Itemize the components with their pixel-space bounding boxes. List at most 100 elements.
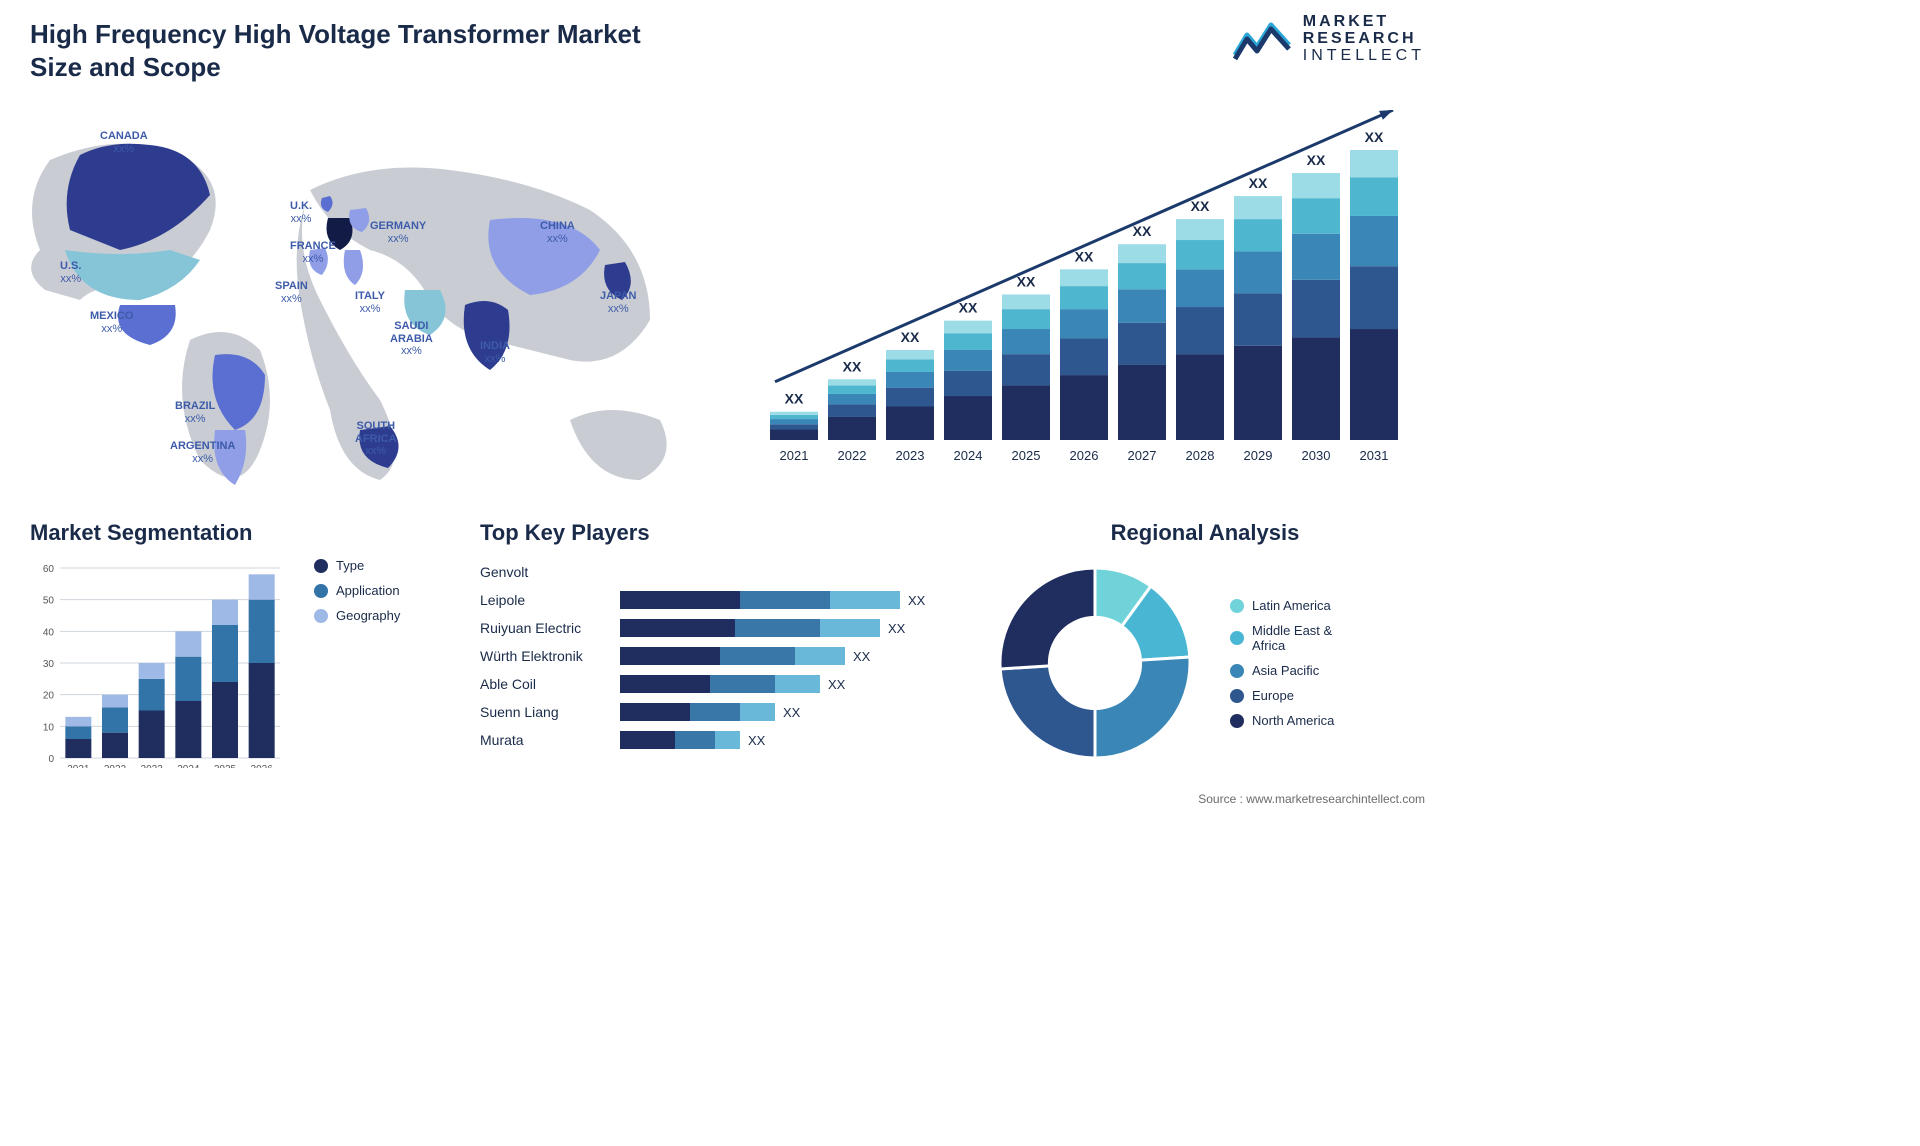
svg-text:2024: 2024 bbox=[177, 764, 200, 768]
map-label: ARGENTINAxx% bbox=[170, 440, 235, 465]
player-name: Able Coil bbox=[480, 676, 610, 692]
logo-line1: MARKET bbox=[1303, 14, 1425, 31]
svg-text:30: 30 bbox=[43, 659, 55, 670]
player-value: XX bbox=[748, 733, 765, 748]
player-name: Suenn Liang bbox=[480, 704, 610, 720]
player-row: Leipole XX bbox=[480, 586, 960, 614]
svg-text:XX: XX bbox=[1307, 152, 1326, 168]
logo-line3: INTELLECT bbox=[1303, 48, 1425, 65]
legend-item: Latin America bbox=[1230, 598, 1334, 613]
svg-text:2023: 2023 bbox=[896, 448, 925, 463]
svg-text:0: 0 bbox=[48, 754, 54, 765]
player-name: Würth Elektronik bbox=[480, 648, 610, 664]
growth-chart: XX 2021 XX 2022 XX 2023 XX 2024 XX 2025 XX 2026 XX 20… bbox=[730, 110, 1410, 480]
player-name: Ruiyuan Electric bbox=[480, 620, 610, 636]
player-value: XX bbox=[828, 677, 845, 692]
svg-text:XX: XX bbox=[1249, 175, 1268, 191]
svg-text:40: 40 bbox=[43, 627, 55, 638]
svg-text:2023: 2023 bbox=[141, 764, 164, 768]
player-bar bbox=[620, 647, 845, 665]
map-label: U.K.xx% bbox=[290, 200, 312, 225]
map-label: SOUTHAFRICAxx% bbox=[355, 420, 397, 458]
svg-text:XX: XX bbox=[1133, 223, 1152, 239]
segmentation-title: Market Segmentation bbox=[30, 520, 450, 546]
svg-text:XX: XX bbox=[1191, 198, 1210, 214]
svg-text:XX: XX bbox=[959, 300, 978, 316]
player-row: Suenn Liang XX bbox=[480, 698, 960, 726]
map-label: U.S.xx% bbox=[60, 260, 81, 285]
world-map-svg bbox=[10, 100, 690, 500]
svg-text:XX: XX bbox=[1017, 273, 1036, 289]
svg-text:2021: 2021 bbox=[67, 764, 90, 768]
player-value: XX bbox=[853, 649, 870, 664]
player-bar bbox=[620, 591, 900, 609]
world-map: CANADAxx% U.S.xx% MEXICOxx% BRAZILxx% ARGENT… bbox=[10, 100, 690, 500]
svg-text:2030: 2030 bbox=[1302, 448, 1331, 463]
map-label: SPAINxx% bbox=[275, 280, 308, 305]
svg-text:10: 10 bbox=[43, 722, 55, 733]
legend-item: Type bbox=[314, 558, 400, 573]
map-label: INDIAxx% bbox=[480, 340, 510, 365]
player-bar bbox=[620, 731, 740, 749]
svg-text:XX: XX bbox=[843, 358, 862, 374]
svg-text:2025: 2025 bbox=[214, 764, 237, 768]
page-title: High Frequency High Voltage Transformer … bbox=[30, 18, 670, 83]
player-value: XX bbox=[783, 705, 800, 720]
legend-item: Asia Pacific bbox=[1230, 663, 1334, 678]
map-label: ITALYxx% bbox=[355, 290, 385, 315]
player-row: Ruiyuan Electric XX bbox=[480, 614, 960, 642]
svg-text:2025: 2025 bbox=[1012, 448, 1041, 463]
segmentation-legend: Type Application Geography bbox=[314, 558, 400, 623]
svg-text:2021: 2021 bbox=[780, 448, 809, 463]
players-list: GenvoltLeipoleXXRuiyuan ElectricXXWürth … bbox=[480, 558, 960, 754]
svg-text:60: 60 bbox=[43, 564, 55, 575]
player-bar bbox=[620, 619, 880, 637]
player-name: Murata bbox=[480, 732, 610, 748]
players-title: Top Key Players bbox=[480, 520, 960, 546]
svg-text:XX: XX bbox=[785, 391, 804, 407]
brand-logo: MARKET RESEARCH INTELLECT bbox=[1233, 14, 1425, 64]
regional-donut-svg bbox=[990, 558, 1200, 768]
svg-text:20: 20 bbox=[43, 691, 55, 702]
legend-item: Middle East &Africa bbox=[1230, 623, 1334, 653]
map-label: MEXICOxx% bbox=[90, 310, 133, 335]
map-label: CHINAxx% bbox=[540, 220, 575, 245]
svg-text:2022: 2022 bbox=[838, 448, 867, 463]
legend-item: Geography bbox=[314, 608, 400, 623]
map-label: BRAZILxx% bbox=[175, 400, 215, 425]
player-value: XX bbox=[888, 621, 905, 636]
map-label: SAUDIARABIAxx% bbox=[390, 320, 433, 358]
player-value: XX bbox=[908, 593, 925, 608]
map-label: JAPANxx% bbox=[600, 290, 636, 315]
legend-item: North America bbox=[1230, 713, 1334, 728]
player-name: Leipole bbox=[480, 592, 610, 608]
player-bar bbox=[620, 675, 820, 693]
legend-item: Application bbox=[314, 583, 400, 598]
svg-text:2022: 2022 bbox=[104, 764, 127, 768]
player-row: Würth Elektronik XX bbox=[480, 642, 960, 670]
growth-chart-svg: XX 2021 XX 2022 XX 2023 XX 2024 XX 2025 XX 2026 XX 20… bbox=[730, 110, 1410, 480]
svg-text:XX: XX bbox=[1365, 129, 1384, 145]
svg-text:2026: 2026 bbox=[251, 764, 274, 768]
svg-text:2024: 2024 bbox=[954, 448, 983, 463]
player-bar bbox=[620, 703, 775, 721]
player-row: Able Coil XX bbox=[480, 670, 960, 698]
regional-panel: Regional Analysis Latin America Middle Ea… bbox=[990, 520, 1420, 780]
svg-text:2028: 2028 bbox=[1186, 448, 1215, 463]
regional-legend: Latin America Middle East &Africa Asia Pac… bbox=[1230, 598, 1334, 728]
svg-text:XX: XX bbox=[901, 329, 920, 345]
regional-title: Regional Analysis bbox=[990, 520, 1420, 546]
svg-text:2026: 2026 bbox=[1070, 448, 1099, 463]
player-row: Murata XX bbox=[480, 726, 960, 754]
segmentation-chart-svg: 0102030405060202120222023202420252026 bbox=[30, 558, 290, 768]
source-line: Source : www.marketresearchintellect.com bbox=[1198, 792, 1425, 806]
player-name: Genvolt bbox=[480, 564, 610, 580]
player-row: Genvolt bbox=[480, 558, 960, 586]
legend-item: Europe bbox=[1230, 688, 1334, 703]
svg-text:XX: XX bbox=[1075, 248, 1094, 264]
svg-text:2027: 2027 bbox=[1128, 448, 1157, 463]
svg-text:2029: 2029 bbox=[1244, 448, 1273, 463]
logo-mark-icon bbox=[1233, 17, 1291, 61]
svg-text:2031: 2031 bbox=[1360, 448, 1389, 463]
map-label: CANADAxx% bbox=[100, 130, 148, 155]
